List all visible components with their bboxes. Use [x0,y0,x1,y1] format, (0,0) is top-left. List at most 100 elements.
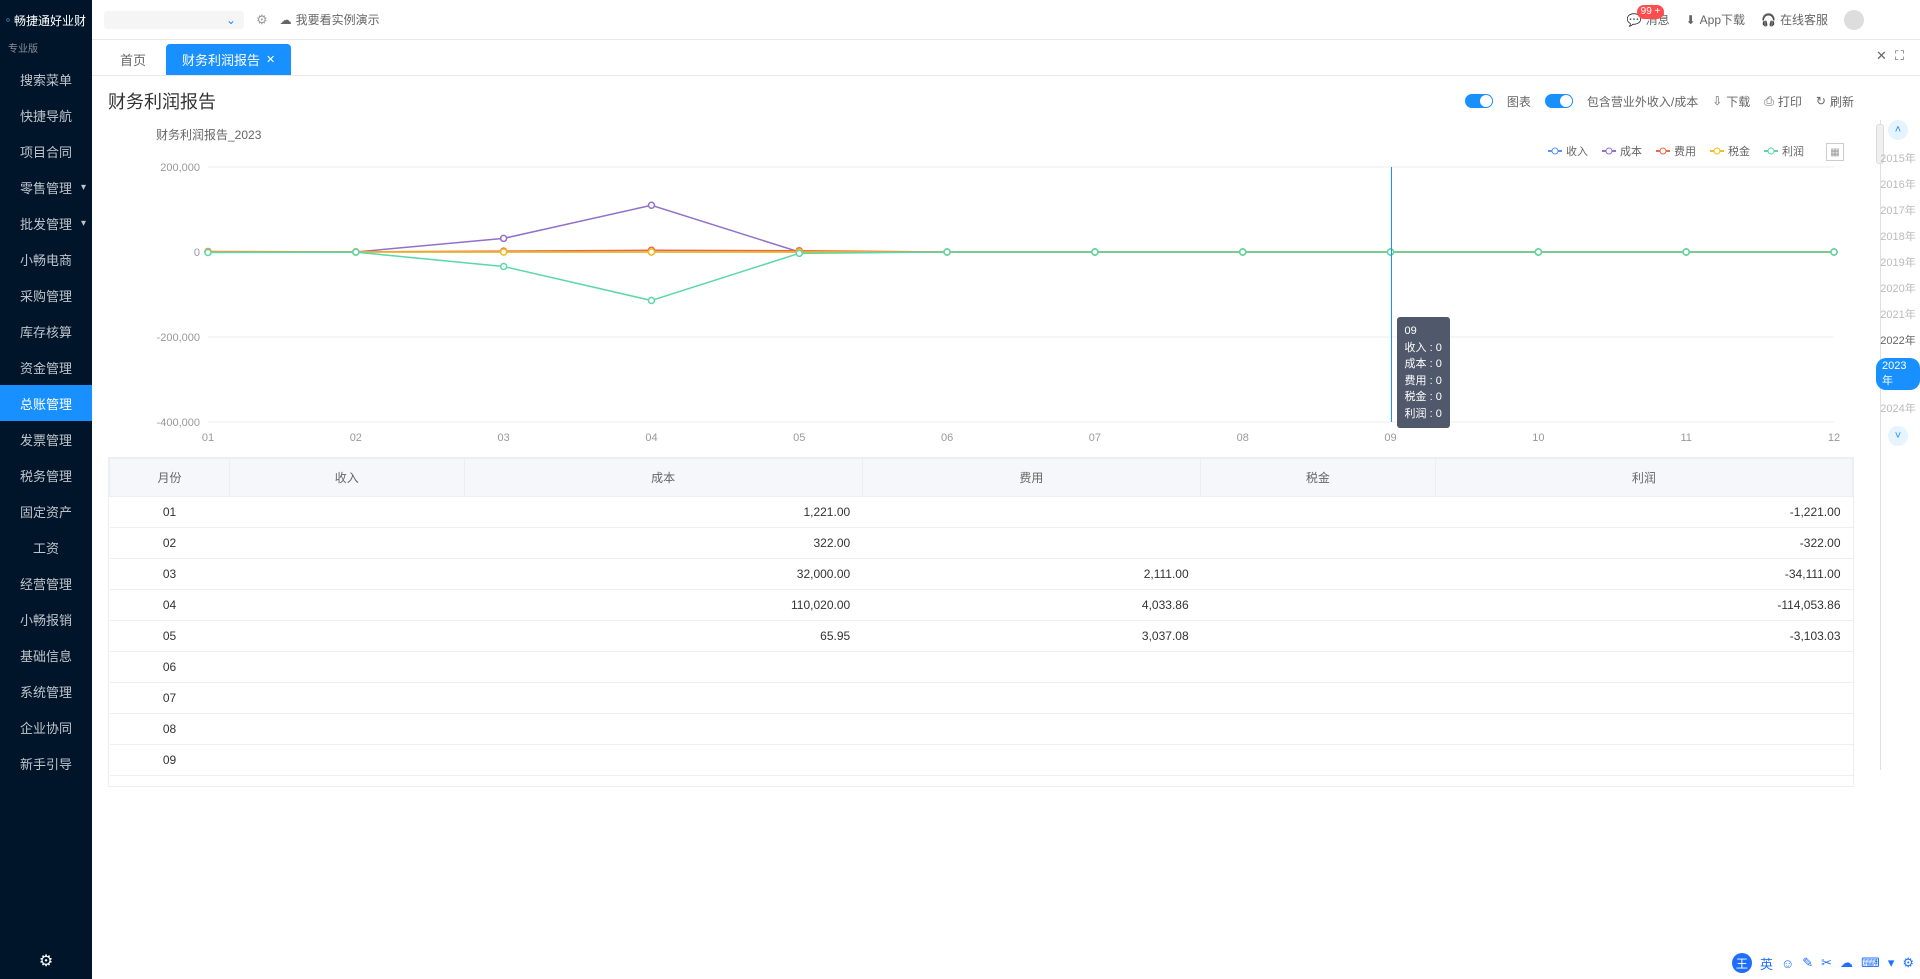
year-option[interactable]: 2019年 [1880,254,1915,270]
table-row: 011,221.00-1,221.00 [110,497,1853,528]
line-chart[interactable]: 收入成本费用税金利润 ▦ 200,0000-200,000-400,000010… [108,147,1854,447]
tab-report[interactable]: 财务利润报告 ✕ [166,44,291,75]
refresh-icon: ↻ [1816,94,1826,108]
chart-toggle[interactable] [1465,94,1493,108]
ime-scissors-icon[interactable]: ✂ [1821,955,1832,971]
settings-small-icon[interactable]: ⚙ [256,12,268,28]
sidebar-item[interactable]: 总账管理 [0,385,92,421]
table-header: 税金 [1201,459,1436,497]
data-table: 月份收入成本费用税金利润 011,221.00-1,221.0002322.00… [109,458,1853,787]
sidebar-item[interactable]: 系统管理 [0,673,92,709]
table-row: 09 [110,745,1853,776]
legend-item[interactable]: 利润 [1764,143,1804,159]
chart-crosshair [1391,167,1392,422]
year-option[interactable]: 2022年 [1880,332,1915,348]
legend-item[interactable]: 收入 [1548,143,1588,159]
message-badge: 99 + [1637,5,1665,19]
download-icon: ⬇ [1686,13,1696,27]
sidebar-item[interactable]: 采购管理 [0,277,92,313]
sidebar-item[interactable]: 工资 [0,529,92,565]
ime-bar: 王 英 ☺ ✎ ✂ ☁ ⌨ ▾ ⚙ [1732,953,1914,973]
table-row: 06 [110,652,1853,683]
year-up-button[interactable]: ˄ [1888,120,1908,140]
table-row: 08 [110,714,1853,745]
download-button[interactable]: ⇩下载 [1712,93,1750,110]
svg-text:09: 09 [1384,432,1396,444]
topbar: ⌄ ⚙ ☁ 我要看实例演示 💬 消息 99 + ⬇ App下载 🎧 在线客服 [92,0,1920,40]
brand-logo[interactable]: 畅捷通好业财 [0,0,92,40]
print-button[interactable]: ⎙打印 [1764,93,1802,110]
chart-canvas: 200,0000-200,000-400,0000102030405060708… [108,147,1854,447]
sidebar-item[interactable]: 资金管理 [0,349,92,385]
app-download-button[interactable]: ⬇ App下载 [1686,11,1745,28]
company-selector[interactable]: ⌄ [104,11,244,29]
sidebar-item[interactable]: 新手引导 [0,745,92,781]
svg-text:08: 08 [1237,432,1249,444]
sidebar-item[interactable]: 搜索菜单 [0,61,92,97]
sidebar-item[interactable]: 批发管理▾ [0,205,92,241]
legend-item[interactable]: 成本 [1602,143,1642,159]
ime-keyboard-icon[interactable]: ⌨ [1861,955,1880,971]
svg-text:200,000: 200,000 [160,162,200,174]
year-option[interactable]: 2018年 [1880,228,1915,244]
ime-gear-icon[interactable]: ⚙ [1902,955,1914,971]
close-all-icon[interactable]: ✕ [1876,48,1887,64]
chevron-down-icon: ⌄ [226,13,236,27]
svg-text:10: 10 [1532,432,1544,444]
year-option[interactable]: 2017年 [1880,202,1915,218]
sidebar-item[interactable]: 经营管理 [0,565,92,601]
sidebar-item[interactable]: 企业协同 [0,709,92,745]
extra-toggle[interactable] [1545,94,1573,108]
messages-button[interactable]: 💬 消息 99 + [1627,11,1670,28]
caret-icon: ▾ [81,182,86,193]
ime-pill[interactable]: 王 [1732,953,1752,973]
chart-legend: 收入成本费用税金利润 [1548,143,1804,159]
table-row: 0332,000.002,111.00-34,111.00 [110,559,1853,590]
ime-cloud-icon[interactable]: ☁ [1840,955,1853,971]
legend-item[interactable]: 税金 [1710,143,1750,159]
svg-text:12: 12 [1828,432,1840,444]
year-option[interactable]: 2024年 [1880,400,1915,416]
refresh-button[interactable]: ↻刷新 [1816,93,1854,110]
tab-home[interactable]: 首页 [104,44,162,75]
settings-icon[interactable]: ⚙ [0,951,92,971]
sidebar-item[interactable]: 发票管理 [0,421,92,457]
sidebar-item[interactable]: 项目合同 [0,133,92,169]
svg-text:-400,000: -400,000 [157,417,200,429]
headset-icon: 🎧 [1761,13,1776,27]
legend-item[interactable]: 费用 [1656,143,1696,159]
year-option[interactable]: 2016年 [1880,176,1915,192]
sidebar-item[interactable]: 零售管理▾ [0,169,92,205]
fullscreen-icon[interactable]: ⛶ [1895,48,1904,64]
sidebar-item[interactable]: 小畅电商 [0,241,92,277]
sidebar-item[interactable]: 税务管理 [0,457,92,493]
year-option[interactable]: 2023年 [1876,358,1920,390]
sidebar-item[interactable]: 基础信息 [0,637,92,673]
demo-link[interactable]: ☁ 我要看实例演示 [280,11,380,28]
table-row: 07 [110,683,1853,714]
sidebar-item[interactable]: 库存核算 [0,313,92,349]
ime-down-icon[interactable]: ▾ [1888,955,1895,971]
sidebar-item[interactable]: 固定资产 [0,493,92,529]
svg-text:03: 03 [498,432,510,444]
print-icon: ⎙ [1764,94,1774,109]
sidebar-item[interactable]: 快捷导航 [0,97,92,133]
ime-edit-icon[interactable]: ✎ [1802,955,1813,971]
chart-save-icon[interactable]: ▦ [1826,143,1844,161]
content-area: 财务利润报告 图表 包含营业外收入/成本 ⇩下载 ⎙打印 ↻刷新 财务利润报告_… [92,76,1870,979]
table-row: 10 [110,776,1853,788]
ime-smile-icon[interactable]: ☺ [1781,956,1794,971]
svg-text:05: 05 [793,432,805,444]
year-option[interactable]: 2020年 [1880,280,1915,296]
close-icon[interactable]: ✕ [266,53,275,66]
customer-service-button[interactable]: 🎧 在线客服 [1761,11,1828,28]
sidebar-item[interactable]: 小畅报销 [0,601,92,637]
brand-icon [6,11,10,29]
year-down-button[interactable]: ˅ [1888,426,1908,446]
svg-text:0: 0 [194,247,200,259]
year-option[interactable]: 2021年 [1880,306,1915,322]
year-option[interactable]: 2015年 [1880,150,1915,166]
ime-lang[interactable]: 英 [1760,954,1773,973]
user-menu[interactable] [1844,10,1908,30]
svg-text:11: 11 [1680,432,1691,444]
